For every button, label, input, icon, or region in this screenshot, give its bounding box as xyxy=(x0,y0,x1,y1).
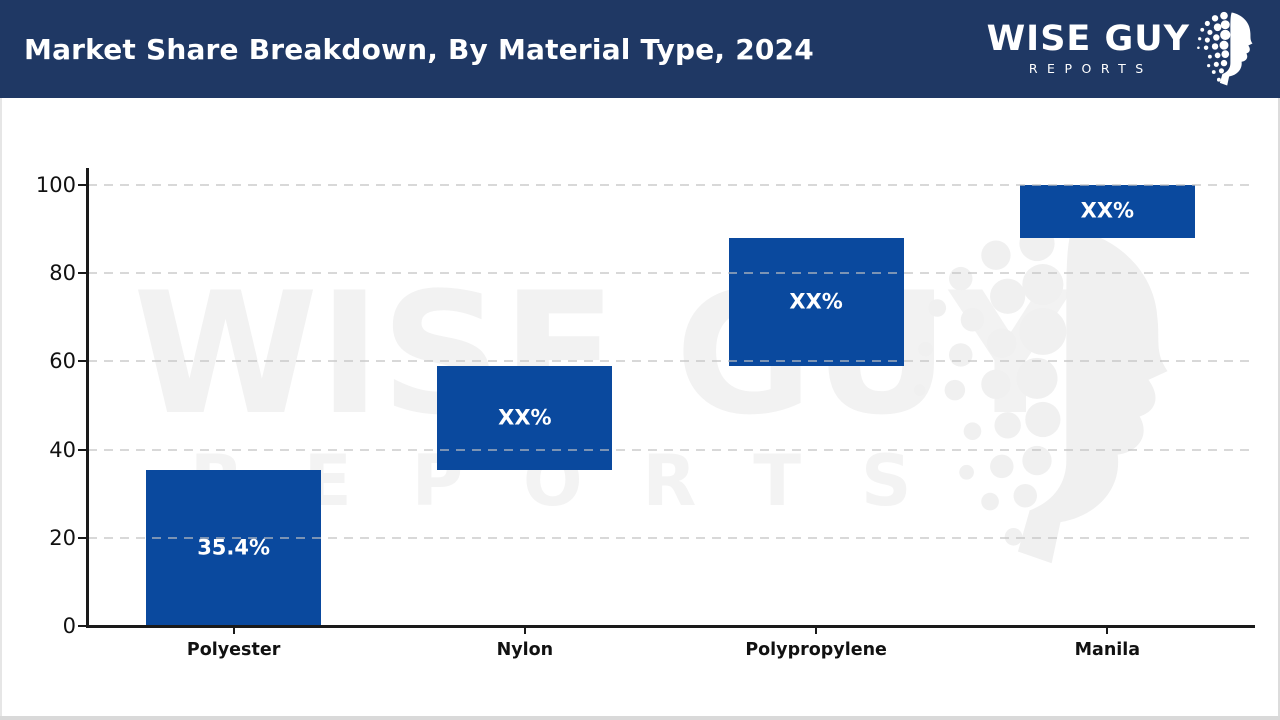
x-tickmark-nylon xyxy=(523,626,526,634)
y-tick-label-0: 0 xyxy=(62,614,76,638)
brand-subname: REPORTS xyxy=(1028,61,1153,76)
y-tick-label-80: 80 xyxy=(49,261,76,286)
y-tickmark-0 xyxy=(78,625,87,627)
bar-nylon: XX% xyxy=(437,365,613,470)
left-frame-edge xyxy=(0,98,2,720)
bar-value-label-polypropylene: XX% xyxy=(789,289,843,314)
gridline-40 xyxy=(88,448,1253,451)
category-label-polyester: Polyester xyxy=(186,640,281,660)
category-label-nylon: Nylon xyxy=(496,640,554,660)
brand-name: WISE GUY xyxy=(986,19,1190,59)
x-axis-line xyxy=(88,625,1255,628)
brand-logo-text: WISE GUY REPORTS xyxy=(986,19,1190,77)
y-tickmark-100 xyxy=(78,184,87,186)
y-tick-label-20: 20 xyxy=(49,525,76,550)
bar-polypropylene: XX% xyxy=(728,237,904,366)
bar-value-label-nylon: XX% xyxy=(498,405,552,430)
bar-manila: XX% xyxy=(1019,185,1195,238)
brand-logo: WISE GUY REPORTS xyxy=(987,10,1256,88)
x-tickmark-polyester xyxy=(232,626,235,634)
category-label-manila: Manila xyxy=(1074,640,1141,660)
bar-value-label-manila: XX% xyxy=(1080,198,1135,223)
gridline-60 xyxy=(88,360,1253,363)
x-tickmark-polypropylene xyxy=(815,626,818,634)
y-tickmark-40 xyxy=(78,448,87,451)
y-tick-label-40: 40 xyxy=(49,437,76,462)
right-frame-edge xyxy=(1278,98,1280,720)
y-axis-line xyxy=(86,168,89,628)
y-tickmark-60 xyxy=(78,360,87,363)
page-title: Market Share Breakdown, By Material Type… xyxy=(24,32,814,66)
bar-value-label-polyester: 35.4% xyxy=(197,535,271,560)
bottom-frame-strip xyxy=(0,716,1280,720)
y-tick-label-100: 100 xyxy=(35,173,76,197)
y-tickmark-20 xyxy=(78,536,87,539)
y-tickmark-80 xyxy=(78,272,87,275)
bar-polyester: 35.4% xyxy=(146,469,322,626)
gridline-20 xyxy=(88,536,1253,539)
gridline-80 xyxy=(88,272,1253,275)
category-label-polypropylene: Polypropylene xyxy=(745,640,887,660)
gridline-100 xyxy=(88,184,1253,186)
x-tickmark-manila xyxy=(1106,626,1109,634)
brand-face-icon xyxy=(1192,10,1256,88)
header-bar: Market Share Breakdown, By Material Type… xyxy=(0,0,1280,98)
y-tick-label-60: 60 xyxy=(49,349,76,374)
